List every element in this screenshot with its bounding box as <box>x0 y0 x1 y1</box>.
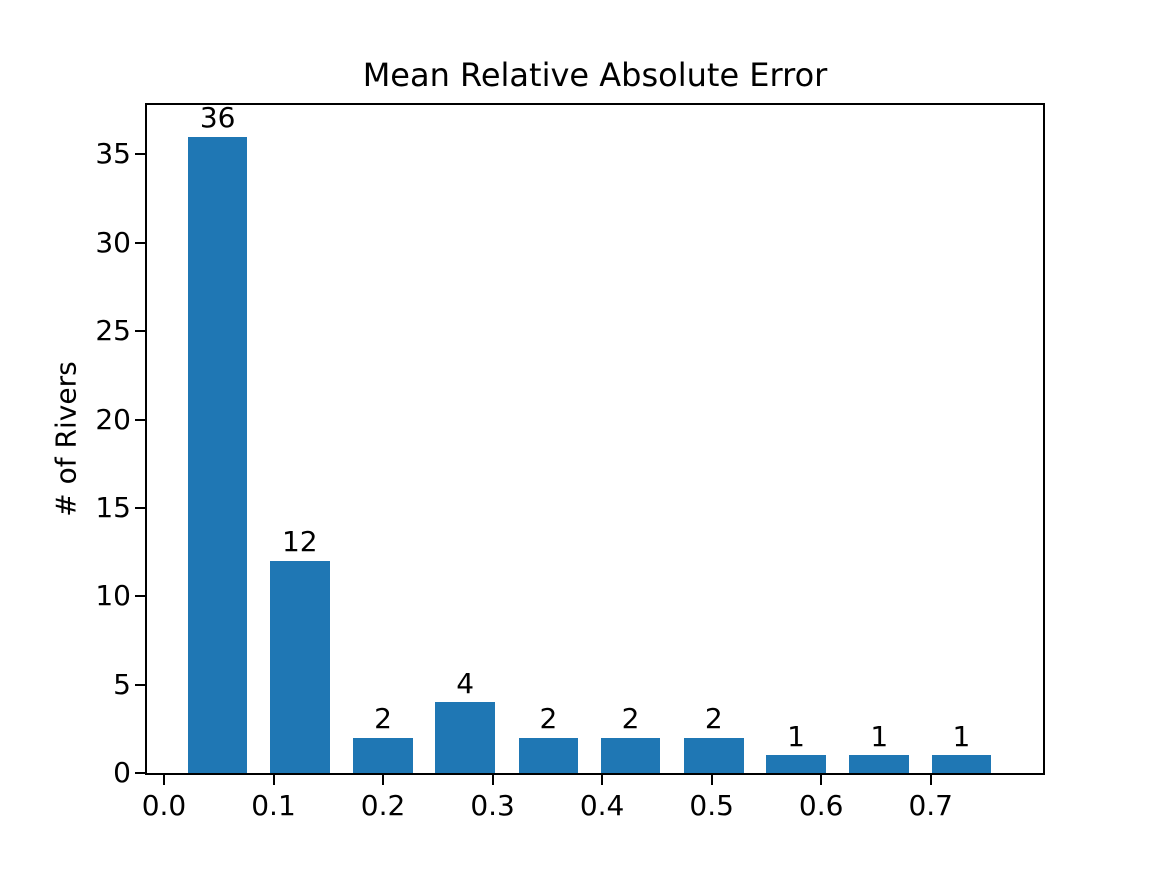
bar <box>600 737 661 773</box>
x-tick-mark <box>710 775 713 785</box>
x-tick-mark <box>820 775 823 785</box>
bar-value-label: 2 <box>539 701 558 735</box>
bar-value-label: 1 <box>952 719 971 753</box>
bar <box>269 560 330 773</box>
y-tick-label: 30 <box>95 225 131 259</box>
bar-value-label: 12 <box>281 525 318 559</box>
x-tick-mark <box>162 775 165 785</box>
x-tick-mark <box>601 775 604 785</box>
bar-value-label: 2 <box>621 701 640 735</box>
bar-value-label: 36 <box>199 101 236 135</box>
y-tick-mark <box>135 683 145 686</box>
chart-title: Mean Relative Absolute Error <box>362 56 828 94</box>
bar <box>849 755 910 773</box>
x-tick-mark <box>382 775 385 785</box>
y-tick-mark <box>135 153 145 156</box>
bar <box>518 737 579 773</box>
y-tick-mark <box>135 418 145 421</box>
y-tick-mark <box>135 772 145 774</box>
y-tick-label: 0 <box>113 756 131 789</box>
bar <box>766 755 826 773</box>
bar <box>353 737 413 773</box>
bar-value-label: 2 <box>374 701 392 735</box>
x-tick-mark <box>491 775 494 785</box>
bar <box>931 755 992 773</box>
x-tick-label: 0.0 <box>141 789 187 822</box>
x-tick-label: 0.5 <box>689 789 734 822</box>
y-tick-mark <box>135 595 145 598</box>
x-tick-label: 0.3 <box>470 789 515 822</box>
x-tick-label: 0.7 <box>908 789 953 822</box>
x-tick-label: 0.6 <box>798 789 844 822</box>
x-tick-label: 0.2 <box>360 789 406 822</box>
bar-value-label: 1 <box>787 719 805 753</box>
bar <box>435 702 496 773</box>
x-tick-mark <box>272 775 275 785</box>
x-tick-label: 0.4 <box>579 789 625 822</box>
bar <box>683 737 744 773</box>
y-tick-mark <box>135 506 145 509</box>
bar-value-label: 2 <box>704 701 723 735</box>
y-tick-label: 20 <box>95 402 131 436</box>
y-tick-label: 35 <box>95 137 131 171</box>
y-tick-mark <box>135 241 145 244</box>
x-tick-mark <box>929 775 932 785</box>
y-tick-label: 5 <box>113 667 131 701</box>
plot-area: 36 12 2 4 2 2 2 1 1 1 <box>145 101 1045 775</box>
bar <box>187 136 248 773</box>
y-tick-label: 10 <box>95 579 131 613</box>
y-tick-label: 15 <box>95 490 131 524</box>
bar-value-label: 1 <box>870 719 889 753</box>
bar-value-label: 4 <box>456 666 475 700</box>
y-tick-mark <box>135 330 145 333</box>
y-tick-label: 25 <box>95 314 131 348</box>
x-tick-label: 0.1 <box>251 789 296 822</box>
